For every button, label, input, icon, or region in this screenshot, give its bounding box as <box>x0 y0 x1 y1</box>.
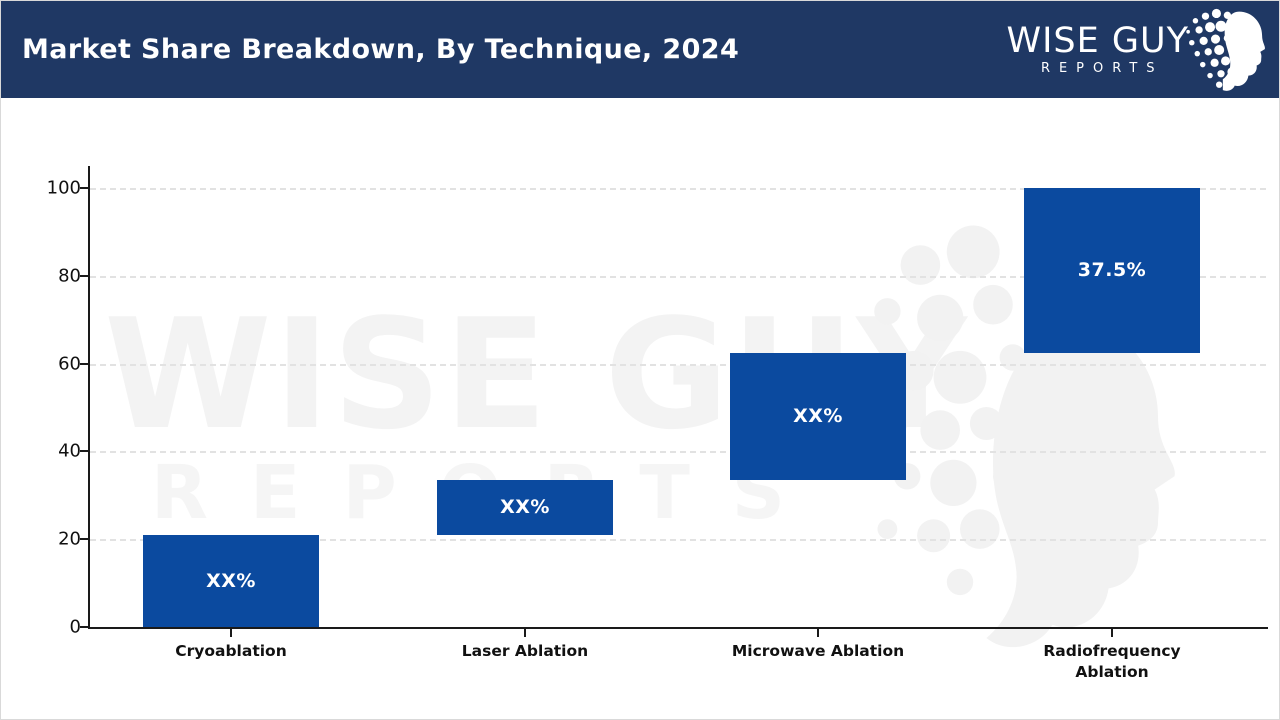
y-tick-label-80: 80 <box>58 265 81 287</box>
y-tick-mark-0 <box>80 626 88 628</box>
y-tick-mark-40 <box>80 450 88 453</box>
watermark-dotted-head <box>864 225 1175 648</box>
bar-laser-ablation: XX% <box>437 479 613 535</box>
bar-value-label: XX% <box>206 569 256 592</box>
bar-value-label: 37.5% <box>1077 259 1147 282</box>
y-tick-mark-20 <box>80 538 88 541</box>
gridline-40 <box>90 451 1266 454</box>
gridline-80 <box>90 275 1266 278</box>
category-label-microwave-ablation: Microwave Ablation <box>731 642 905 660</box>
bar-value-label: XX% <box>793 405 843 428</box>
y-tick-label-100: 100 <box>46 177 81 199</box>
y-axis-line <box>88 166 90 629</box>
y-tick-mark-60 <box>80 362 88 365</box>
y-tick-label-20: 20 <box>58 528 81 550</box>
category-label-radiofrequency-ablation: Radiofrequency Ablation <box>1043 642 1181 681</box>
x-tick-mark-0 <box>230 629 232 637</box>
y-tick-mark-100 <box>80 187 88 189</box>
header-bar: Market Share Breakdown, By Technique, 20… <box>1 1 1279 98</box>
bar-value-label: XX% <box>500 496 550 519</box>
bar-microwave-ablation: XX% <box>730 352 906 480</box>
gridline-100 <box>90 188 1266 190</box>
logo-wordmark: WISE GUY <box>1006 21 1189 61</box>
bar-cryoablation: XX% <box>143 534 319 627</box>
x-axis-line <box>88 627 1268 629</box>
logo-text: WISE GUY REPORTS <box>1006 21 1189 77</box>
x-tick-mark-2 <box>817 629 819 637</box>
page-title: Market Share Breakdown, By Technique, 20… <box>22 34 740 65</box>
x-tick-mark-3 <box>1111 629 1113 637</box>
y-tick-label-0: 0 <box>69 616 81 638</box>
dotted-head-icon <box>1186 8 1265 91</box>
gridline-60 <box>90 363 1266 366</box>
y-tick-label-40: 40 <box>58 440 81 462</box>
y-tick-mark-80 <box>80 274 88 277</box>
category-label-cryoablation: Cryoablation <box>175 642 287 660</box>
x-tick-mark-1 <box>524 629 526 637</box>
y-tick-label-60: 60 <box>58 353 81 375</box>
logo-subtitle: REPORTS <box>1040 61 1164 76</box>
category-label-laser-ablation: Laser Ablation <box>461 642 589 660</box>
wise-guy-reports-logo: WISE GUY REPORTS <box>1006 7 1267 93</box>
bar-radiofrequency-ablation: 37.5% <box>1024 188 1200 353</box>
gridline-20 <box>90 539 1266 542</box>
